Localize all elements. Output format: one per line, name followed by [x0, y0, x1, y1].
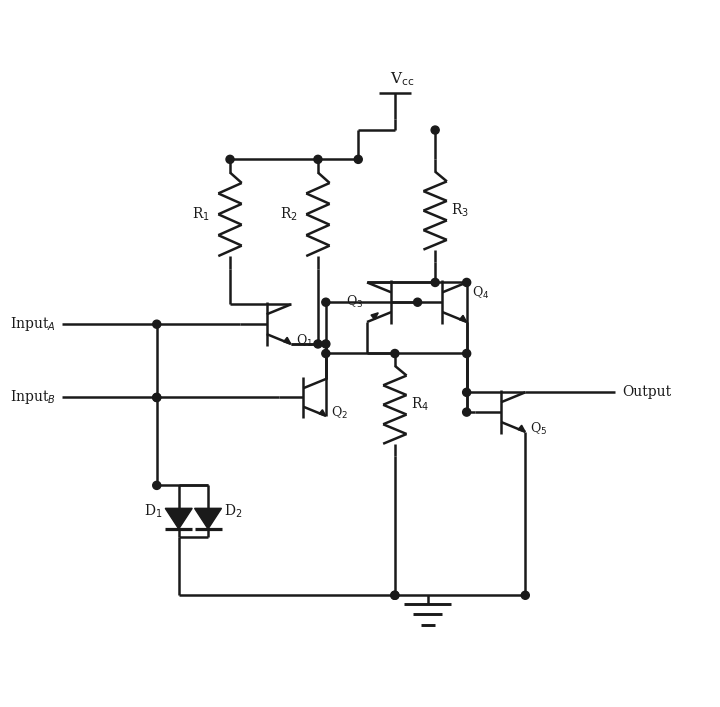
Text: Q$_5$: Q$_5$ — [531, 421, 548, 437]
Circle shape — [391, 591, 399, 600]
Text: Q$_4$: Q$_4$ — [472, 286, 489, 301]
Text: Q$_1$: Q$_1$ — [296, 332, 313, 349]
Circle shape — [314, 156, 322, 163]
Text: R$_4$: R$_4$ — [411, 396, 429, 414]
Circle shape — [314, 340, 322, 348]
Circle shape — [391, 591, 399, 600]
Circle shape — [153, 393, 161, 402]
Text: Q$_2$: Q$_2$ — [331, 405, 348, 421]
Polygon shape — [518, 425, 526, 432]
Circle shape — [431, 126, 439, 134]
Circle shape — [463, 279, 471, 286]
Polygon shape — [194, 508, 222, 529]
Circle shape — [521, 591, 529, 600]
Polygon shape — [371, 312, 378, 320]
Text: D$_2$: D$_2$ — [224, 502, 243, 520]
Circle shape — [391, 349, 399, 358]
Circle shape — [322, 340, 330, 348]
Circle shape — [153, 481, 161, 489]
Text: R$_3$: R$_3$ — [451, 202, 469, 219]
Circle shape — [431, 279, 439, 286]
Polygon shape — [459, 315, 467, 322]
Text: R$_2$: R$_2$ — [279, 206, 297, 223]
Circle shape — [322, 298, 330, 306]
Text: Q$_3$: Q$_3$ — [346, 294, 364, 310]
Text: V$_{\sf cc}$: V$_{\sf cc}$ — [390, 70, 415, 88]
Text: Output: Output — [622, 385, 671, 399]
Circle shape — [463, 388, 471, 397]
Circle shape — [463, 408, 471, 416]
Circle shape — [354, 156, 362, 163]
Text: D$_1$: D$_1$ — [144, 502, 163, 520]
Circle shape — [153, 393, 161, 402]
Text: Input$_A$: Input$_A$ — [9, 315, 55, 333]
Circle shape — [463, 349, 471, 358]
Polygon shape — [284, 337, 291, 344]
Circle shape — [322, 349, 330, 358]
Circle shape — [153, 320, 161, 328]
Circle shape — [226, 156, 234, 163]
Text: R$_1$: R$_1$ — [192, 206, 210, 223]
Circle shape — [413, 298, 422, 306]
Polygon shape — [166, 508, 192, 529]
Text: Input$_B$: Input$_B$ — [9, 388, 55, 407]
Polygon shape — [319, 409, 326, 416]
